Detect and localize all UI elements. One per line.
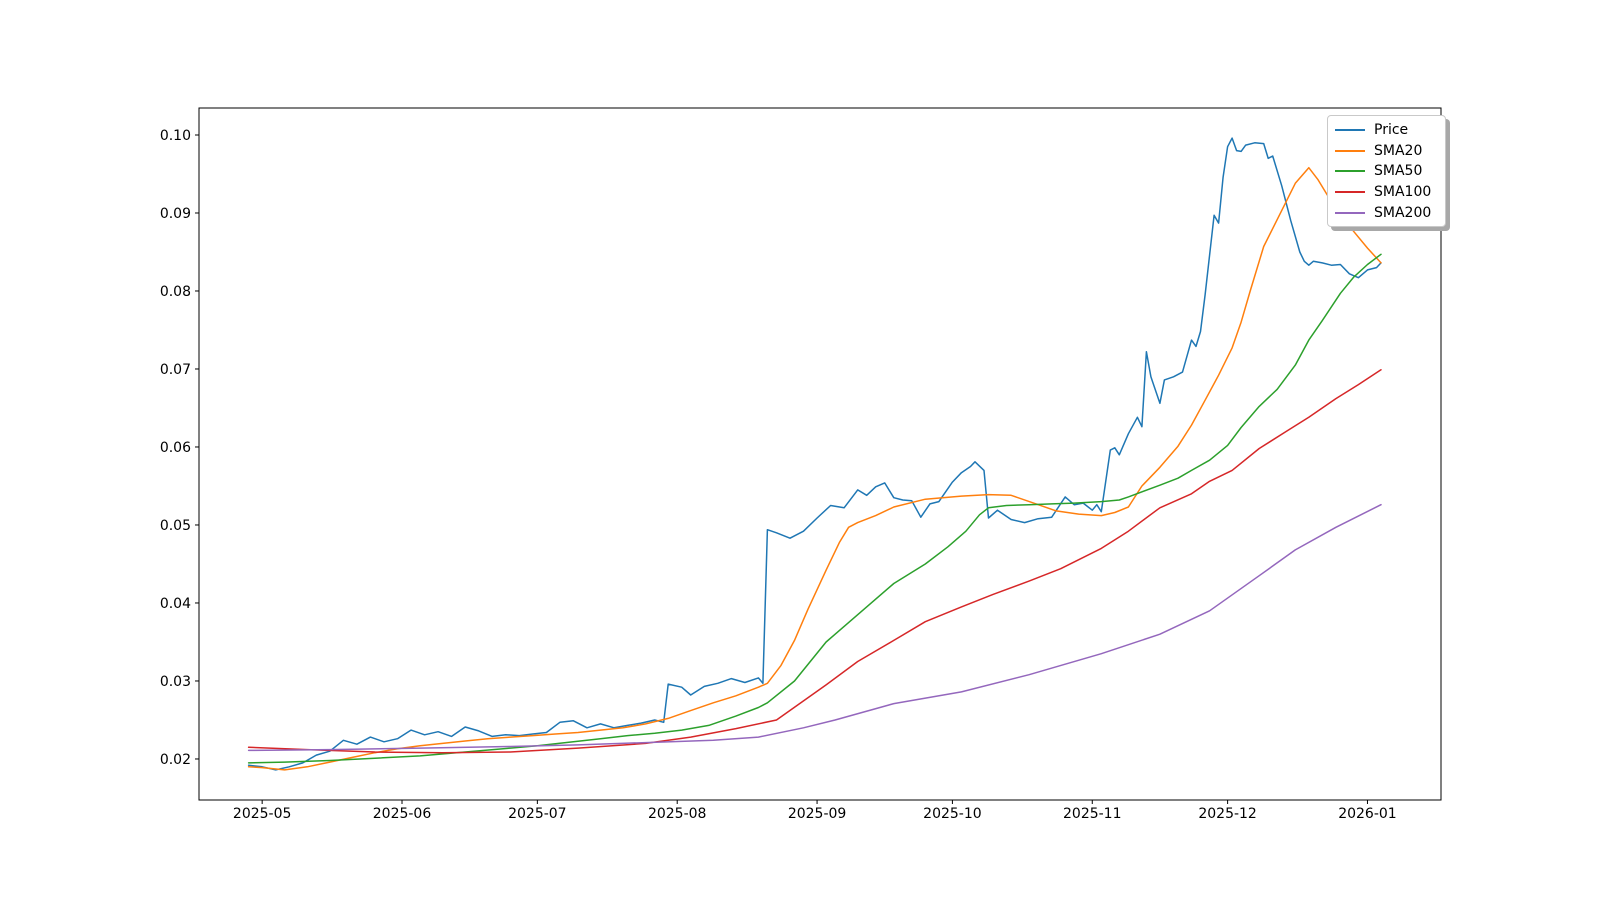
x-tick-label: 2026-01 [1338, 806, 1397, 822]
legend-line-sample-sma100 [1335, 191, 1365, 194]
x-tick-label: 2025-08 [648, 806, 707, 822]
legend-row-sma20: SMA20 [1335, 141, 1437, 162]
legend-label: SMA200 [1374, 204, 1432, 221]
legend-row-sma100: SMA100 [1335, 182, 1437, 203]
legend-label: SMA20 [1374, 142, 1423, 159]
legend-line-sample-price [1335, 129, 1365, 132]
x-tick-label: 2025-11 [1063, 806, 1122, 822]
legend: Price SMA20 SMA50 SMA100 SMA200 [1327, 115, 1446, 227]
x-tick-label: 2025-09 [788, 806, 847, 822]
y-tick-label: 0.02 [160, 752, 191, 768]
legend-label: SMA100 [1374, 184, 1432, 201]
x-tick-label: 2025-12 [1198, 806, 1257, 822]
x-tick-label: 2025-05 [233, 806, 292, 822]
y-tick-label: 0.08 [160, 284, 191, 300]
y-tick-label: 0.10 [160, 128, 191, 144]
series-line-sma50 [247, 253, 1382, 764]
legend-line-sample-sma50 [1335, 170, 1365, 173]
legend-label: SMA50 [1374, 163, 1423, 180]
legend-row-sma50: SMA50 [1335, 161, 1437, 182]
legend-row-price: Price [1335, 120, 1437, 141]
y-tick-label: 0.04 [160, 596, 191, 612]
plot-border [198, 107, 1442, 801]
y-tick-label: 0.05 [160, 518, 191, 534]
y-tick-label: 0.06 [160, 440, 191, 456]
y-tick-label: 0.03 [160, 674, 191, 690]
legend-row-sma200: SMA200 [1335, 202, 1437, 223]
y-tick-label: 0.07 [160, 362, 191, 378]
series-line-sma200 [247, 503, 1382, 752]
x-tick-label: 2025-10 [923, 806, 982, 822]
series-line-price [247, 137, 1382, 771]
series-line-sma100 [247, 369, 1382, 754]
legend-line-sample-sma20 [1335, 149, 1365, 152]
legend-label: Price [1374, 122, 1409, 139]
series-line-sma20 [247, 166, 1382, 771]
y-tick-label: 0.09 [160, 206, 191, 222]
x-tick-label: 2025-06 [373, 806, 432, 822]
legend-line-sample-sma200 [1335, 211, 1365, 214]
x-tick-label: 2025-07 [508, 806, 567, 822]
